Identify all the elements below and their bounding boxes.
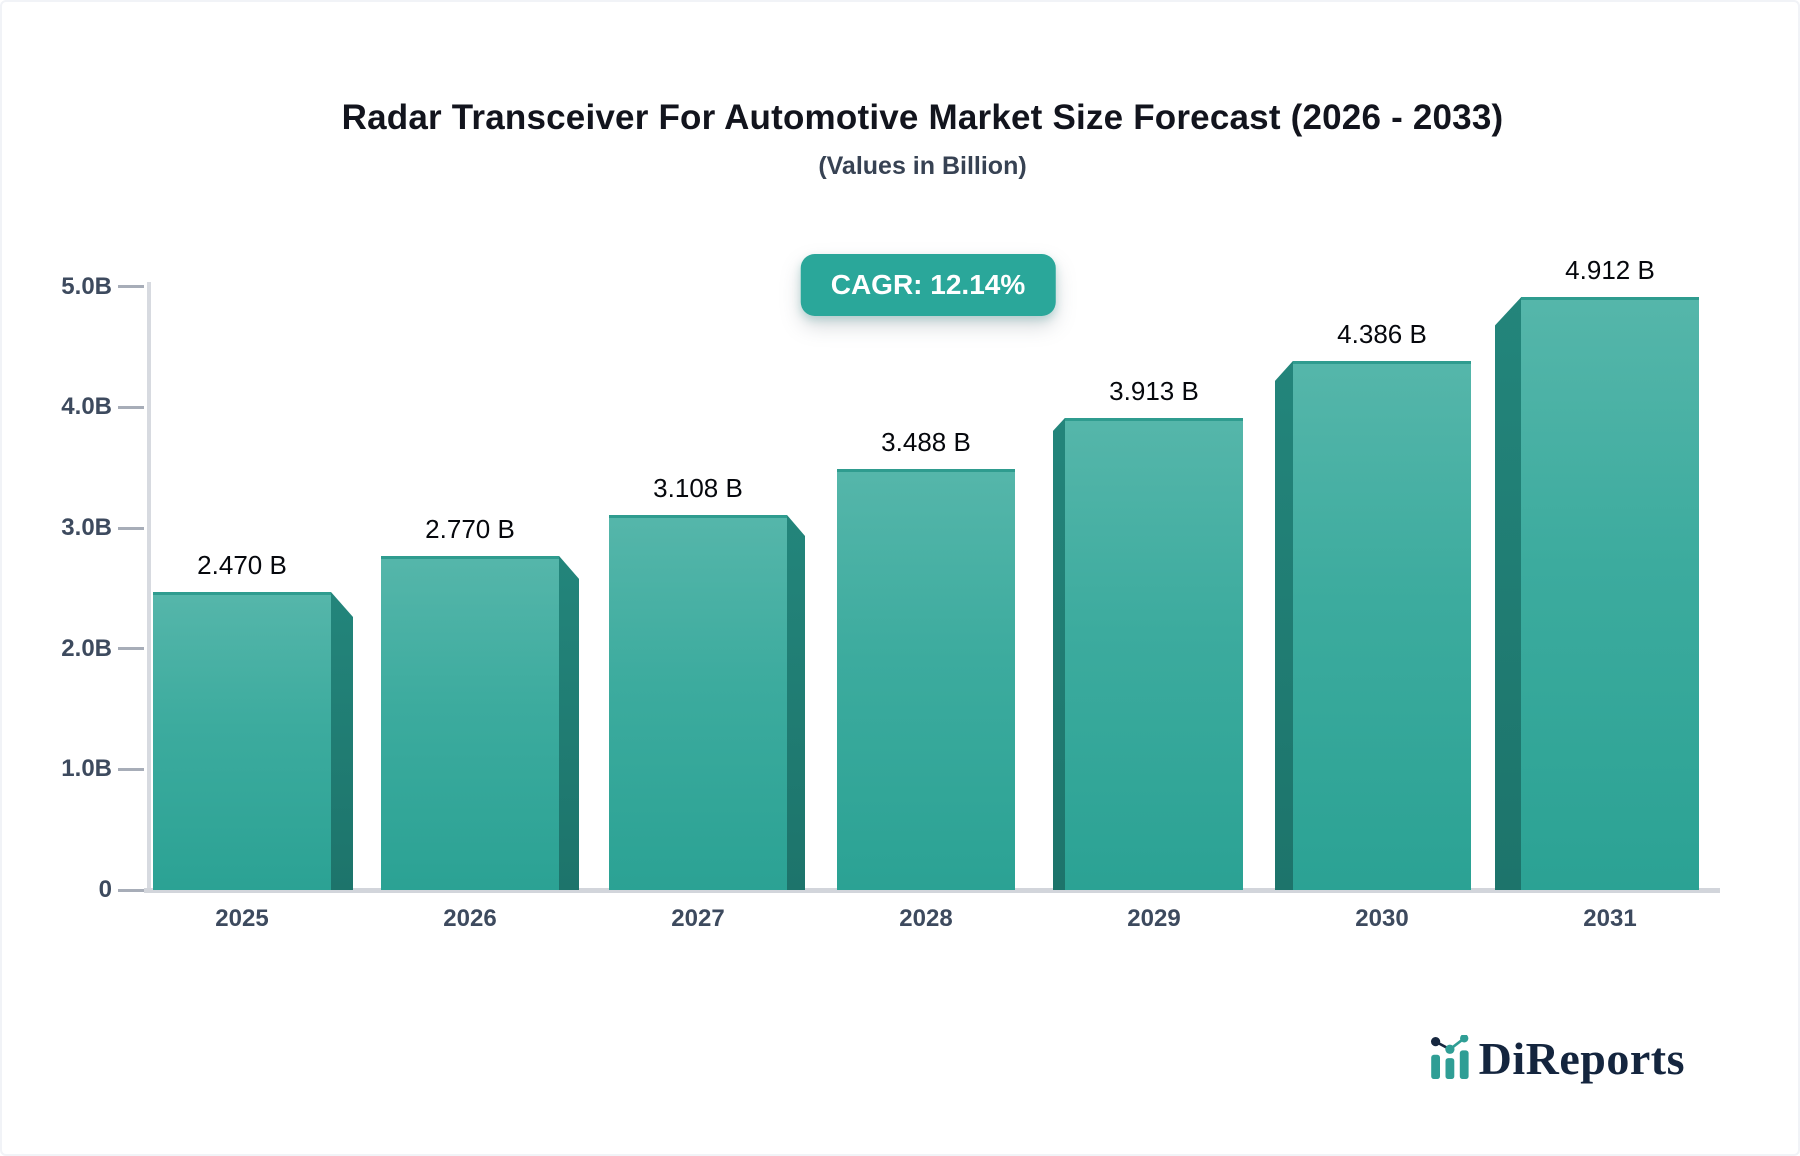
x-axis-label-2029: 2029	[1127, 905, 1181, 932]
bar-3d-side-2030	[1275, 360, 1293, 890]
bar-3d-side-2025	[331, 592, 353, 890]
bar-value-label-2031: 4.912 B	[1565, 255, 1655, 286]
y-axis-tick-label: 5.0B	[61, 272, 112, 300]
bar-2028	[837, 469, 1015, 890]
y-axis-tick-label: 1.0B	[61, 755, 112, 783]
chart-subtitle: (Values in Billion)	[818, 152, 1027, 180]
bar-value-label-2026: 2.770 B	[425, 513, 515, 544]
bar-3d-side-2031	[1495, 297, 1521, 890]
bar-2030	[1293, 360, 1471, 890]
x-axis-label-2028: 2028	[899, 905, 953, 932]
bar-value-label-2030: 4.386 B	[1337, 318, 1427, 349]
bar-value-label-2027: 3.108 B	[653, 473, 743, 504]
bar-3d-side-2029	[1053, 417, 1065, 890]
bar-3d-side-2027	[787, 515, 805, 890]
y-axis-tick-label: 2.0B	[61, 634, 112, 662]
x-axis-line	[144, 888, 1720, 893]
cagr-badge: CAGR: 12.14%	[800, 254, 1056, 316]
bar-value-label-2028: 3.488 B	[881, 427, 971, 458]
bar-value-label-2029: 3.913 B	[1109, 375, 1199, 406]
x-axis-label-2026: 2026	[443, 905, 497, 932]
y-axis-tick	[118, 888, 144, 892]
y-axis-tick	[118, 647, 144, 651]
y-axis-tick-label: 4.0B	[61, 393, 112, 421]
x-axis-label-2031: 2031	[1583, 905, 1637, 932]
x-axis-label-2025: 2025	[215, 905, 269, 932]
direports-logo: DiReports	[1430, 1035, 1685, 1082]
y-axis-tick	[118, 285, 144, 289]
logo-chart-icon	[1430, 1035, 1469, 1079]
y-axis-tick-label: 3.0B	[61, 514, 112, 542]
x-axis-label-2030: 2030	[1355, 905, 1409, 932]
bar-2031	[1521, 297, 1699, 890]
bar-value-label-2025: 2.470 B	[197, 550, 287, 581]
y-axis-tick	[118, 767, 144, 771]
logo-text: DiReports	[1478, 1033, 1685, 1084]
y-axis-tick	[118, 405, 144, 409]
bar-2029	[1065, 417, 1243, 890]
bar-3d-side-2026	[559, 555, 579, 890]
x-axis-label-2027: 2027	[671, 905, 725, 932]
chart-title: Radar Transceiver For Automotive Market …	[341, 98, 1504, 137]
bar-2026	[381, 555, 559, 890]
bar-2027	[609, 515, 787, 890]
bar-2025	[153, 592, 331, 890]
y-axis-tick	[118, 526, 144, 530]
y-axis-line	[147, 282, 151, 890]
y-axis-tick-label: 0	[98, 876, 112, 903]
